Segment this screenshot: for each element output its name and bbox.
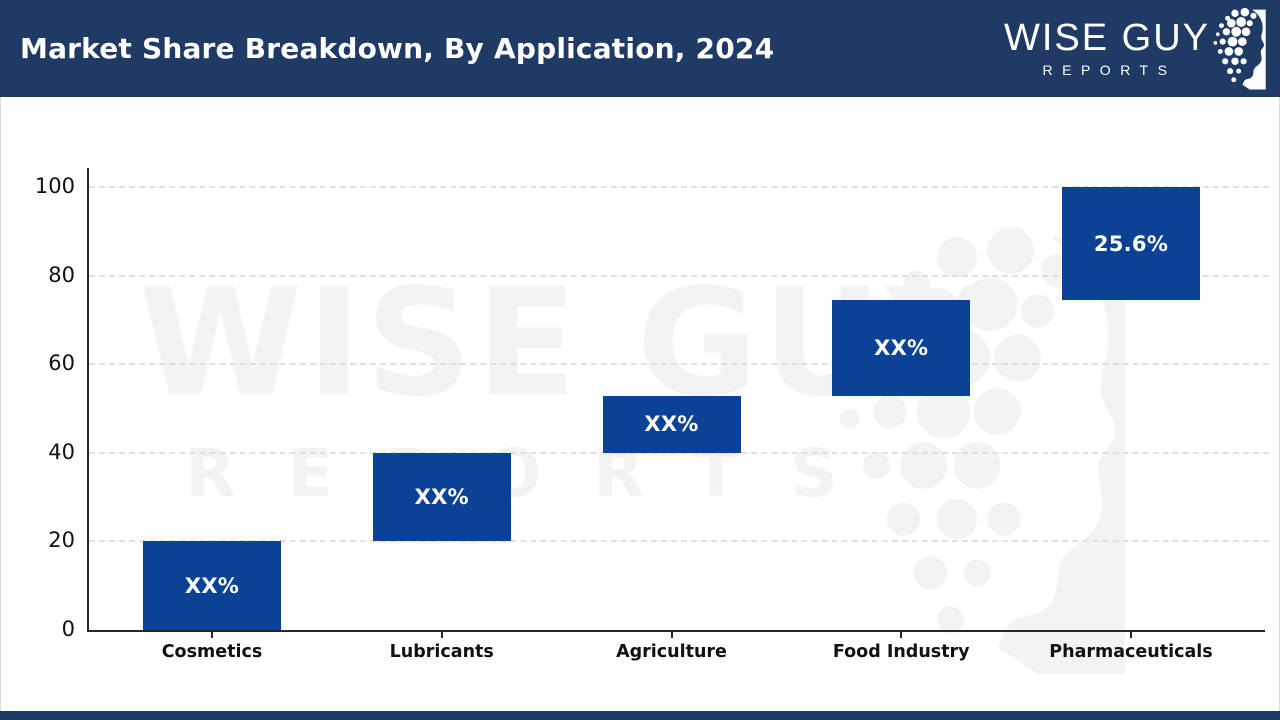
bar-cosmetics: XX% [143,541,281,630]
logo-subtext: REPORTS [1042,62,1177,78]
logo-wordmark: WISE GUY [1003,17,1210,59]
page-title: Market Share Breakdown, By Application, … [20,32,775,65]
footer-bar [0,711,1280,720]
gridline-100 [89,186,1269,188]
y-axis-tick-label: 60 [48,351,75,376]
y-axis-tick-label: 0 [61,617,75,641]
wiseguy-face-icon [1213,7,1266,90]
gridline-60 [89,363,1269,366]
x-axis-label-food-industry: Food Industry [832,642,970,662]
y-axis-tick-label: 100 [34,174,75,198]
bar-value-label: XX% [414,485,469,510]
x-axis-label-cosmetics: Cosmetics [161,642,263,662]
gridline-20 [89,540,1269,543]
chart-area: WISE GUY REPORTS 0 20 40 60 80 100 XX% Cosmetic… [0,97,1280,712]
x-axis-tick [1130,632,1132,638]
y-axis-tick-label: 40 [48,439,75,464]
x-axis-tick [900,632,903,638]
y-axis-line [87,168,89,632]
x-axis-tick [670,632,673,638]
bar-value-label: XX% [874,336,929,361]
x-axis-line [87,630,1265,632]
gridline-40 [89,451,1269,454]
x-axis-tick [211,632,213,638]
bar-food-industry: XX% [832,300,971,397]
bar-lubricants: XX% [372,452,511,542]
y-axis-tick-label: 80 [48,262,75,287]
bar-pharmaceuticals: 25.6% [1062,187,1200,301]
plot-region: 0 20 40 60 80 100 XX% Cosmetics XX% Lubricants XX%… [1,97,1279,711]
bar-value-label: XX% [644,412,699,437]
bar-value-label: XX% [184,573,240,598]
x-axis-label-lubricants: Lubricants [389,642,494,662]
x-axis-label-pharmaceuticals: Pharmaceuticals [1049,642,1213,662]
wiseguy-logo: WISE GUY REPORTS [1004,6,1266,92]
x-axis-label-agriculture: Agriculture [616,642,727,662]
x-axis-tick [440,632,443,638]
logo-text: WISE GUY REPORTS [1004,19,1210,78]
header-bar: Market Share Breakdown, By Application, … [0,0,1280,97]
bar-value-label: 25.6% [1093,231,1169,256]
gridline-80 [89,274,1269,277]
bar-agriculture: XX% [602,396,741,453]
y-axis-tick-label: 20 [48,528,75,553]
